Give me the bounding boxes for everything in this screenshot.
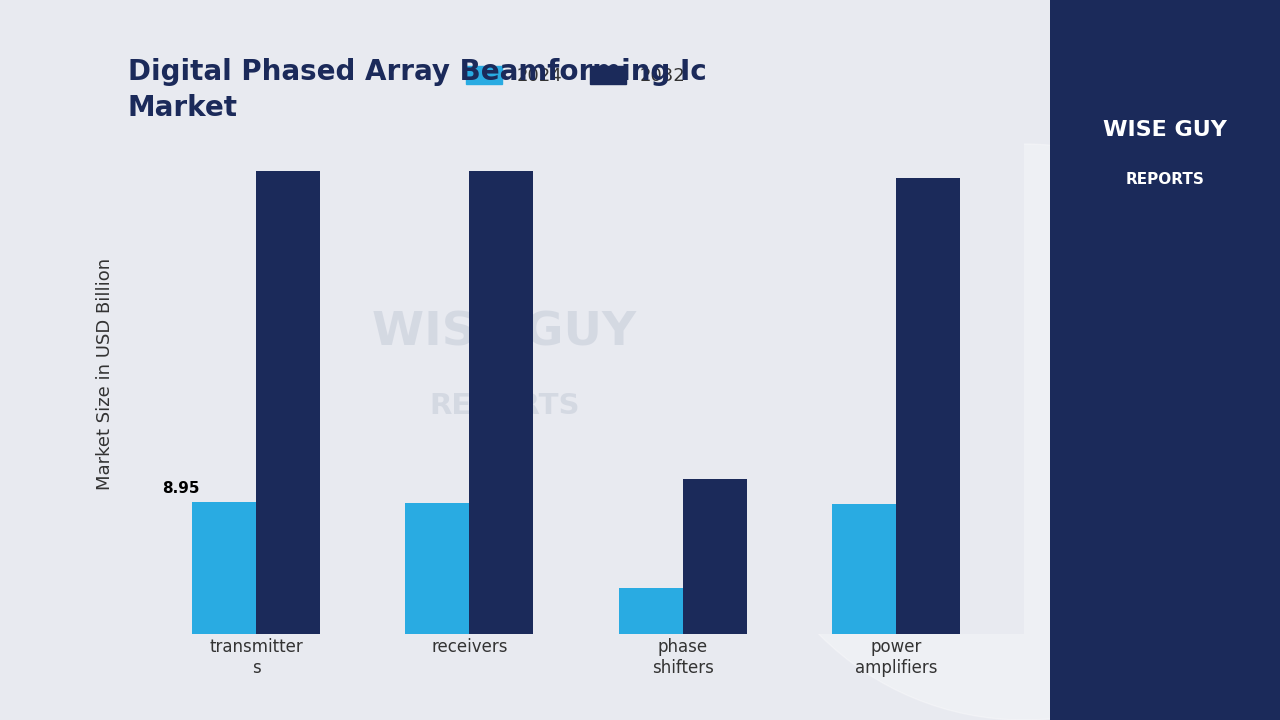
Bar (256, 171, 320, 634)
Bar (618, 588, 682, 634)
Bar (192, 502, 256, 634)
Text: REPORTS: REPORTS (1125, 173, 1204, 187)
Text: WISE GUY: WISE GUY (372, 310, 636, 356)
Bar (470, 171, 534, 634)
Bar (406, 503, 470, 634)
Text: 8.95: 8.95 (163, 481, 200, 496)
Y-axis label: Market Size in USD Billion: Market Size in USD Billion (96, 258, 114, 490)
Text: Digital Phased Array Beamforming Ic
Market: Digital Phased Array Beamforming Ic Mark… (128, 58, 707, 122)
Bar (896, 178, 960, 634)
Text: WISE GUY: WISE GUY (1103, 120, 1226, 140)
Legend: 2024, 2032: 2024, 2032 (457, 57, 695, 94)
Bar (832, 503, 896, 634)
Bar (682, 480, 746, 634)
Text: REPORTS: REPORTS (429, 392, 580, 420)
